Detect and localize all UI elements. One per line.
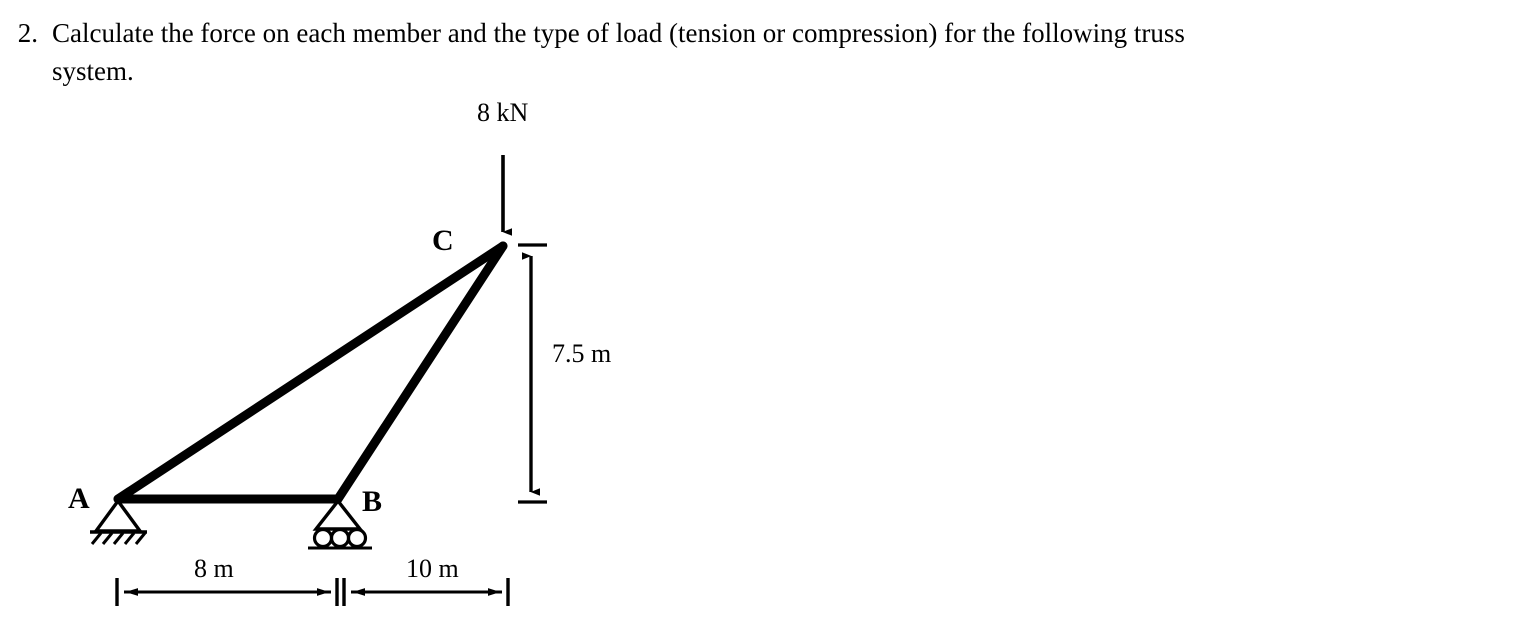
- question-text-line-1: Calculate the force on each member and t…: [52, 18, 1185, 48]
- roller-wheel-2: [329, 527, 351, 549]
- roller-wheel-1: [312, 527, 334, 549]
- question-block: 2. Calculate the force on each member an…: [0, 0, 1528, 90]
- pin-support-a: [90, 498, 147, 545]
- load-label-8kn: 8 kN: [477, 98, 529, 127]
- dimension-label-height: 7.5 m: [552, 339, 612, 368]
- joint-label-a: A: [68, 482, 90, 515]
- joint-label-c: C: [432, 224, 454, 257]
- question-first-line-row: 2. Calculate the force on each member an…: [0, 14, 1528, 52]
- member-AC: [113, 241, 508, 504]
- dimension-label-span-ab: 8 m: [194, 554, 234, 583]
- roller-support-b: [308, 498, 372, 550]
- pin-support-hatching: [90, 532, 147, 545]
- dimension-height-7-5m: [518, 243, 547, 504]
- truss-members: [113, 241, 508, 504]
- joint-label-b: B: [362, 485, 383, 518]
- member-BC: [333, 241, 508, 504]
- roller-wheel-3: [346, 527, 368, 549]
- dimension-label-span-bc: 10 m: [406, 554, 459, 583]
- pin-support-triangle: [92, 498, 144, 533]
- dimension-span-8m: [115, 578, 339, 606]
- question-text-line-2: system.: [52, 56, 134, 86]
- dimension-span-10m: [342, 578, 510, 606]
- roller-support-triangle: [312, 498, 364, 531]
- question-number: 2.: [17, 18, 38, 48]
